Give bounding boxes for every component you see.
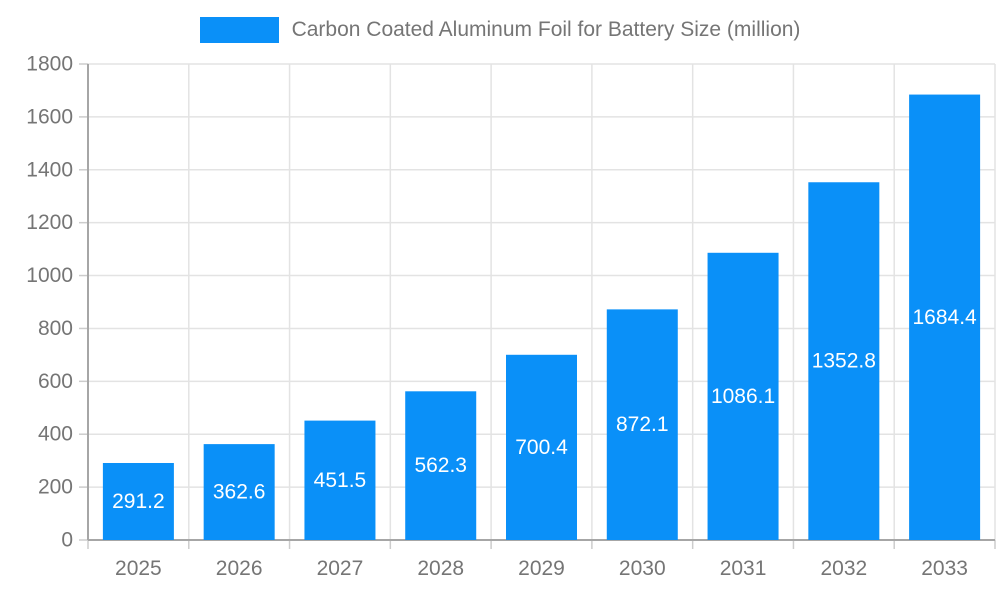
y-tick-label: 1200 <box>26 211 73 234</box>
legend-label: Carbon Coated Aluminum Foil for Battery … <box>291 18 801 41</box>
legend-item[interactable]: Carbon Coated Aluminum Foil for Battery … <box>0 17 1000 43</box>
bar-2027[interactable] <box>304 420 376 540</box>
bar-2029[interactable] <box>506 354 577 540</box>
bar-2025[interactable] <box>102 462 174 540</box>
y-tick-label: 1000 <box>26 264 73 287</box>
x-tick-label: 2029 <box>518 557 565 580</box>
y-tick-label: 1600 <box>26 105 73 128</box>
y-tick-label: 400 <box>38 423 73 446</box>
bar-value-label: 872.1 <box>616 413 669 436</box>
y-tick-label: 1400 <box>26 158 73 181</box>
bar-2030[interactable] <box>606 309 678 540</box>
x-tick-label: 2026 <box>216 557 263 580</box>
y-tick-label: 0 <box>61 529 73 552</box>
x-tick-label: 2032 <box>820 557 867 580</box>
bar-value-label: 562.3 <box>414 454 467 477</box>
bar-value-label: 451.5 <box>314 469 367 492</box>
bar-value-label: 1684.4 <box>912 306 977 329</box>
bar-value-label: 1352.8 <box>812 350 876 373</box>
legend-swatch <box>199 17 279 43</box>
bar-value-label: 362.6 <box>213 481 266 504</box>
x-tick-label: 2027 <box>317 557 364 580</box>
bar-2026[interactable] <box>203 444 275 540</box>
bar-2033[interactable] <box>909 94 981 541</box>
x-tick-label: 2025 <box>115 557 162 580</box>
bar-2028[interactable] <box>405 391 477 540</box>
y-tick-label: 200 <box>38 476 73 499</box>
bar-value-label: 700.4 <box>515 436 568 459</box>
x-tick-label: 2031 <box>720 557 767 580</box>
bar-2032[interactable] <box>808 182 880 540</box>
y-tick-label: 800 <box>38 317 73 340</box>
x-tick-label: 2033 <box>921 557 968 580</box>
y-tick-label: 600 <box>38 370 73 393</box>
y-tick-label: 1800 <box>26 53 73 76</box>
bar-value-label: 291.2 <box>112 490 165 513</box>
bar-value-label: 1086.1 <box>711 385 775 408</box>
bar-2031[interactable] <box>707 252 779 540</box>
x-tick-label: 2028 <box>417 557 464 580</box>
x-tick-label: 2030 <box>619 557 666 580</box>
